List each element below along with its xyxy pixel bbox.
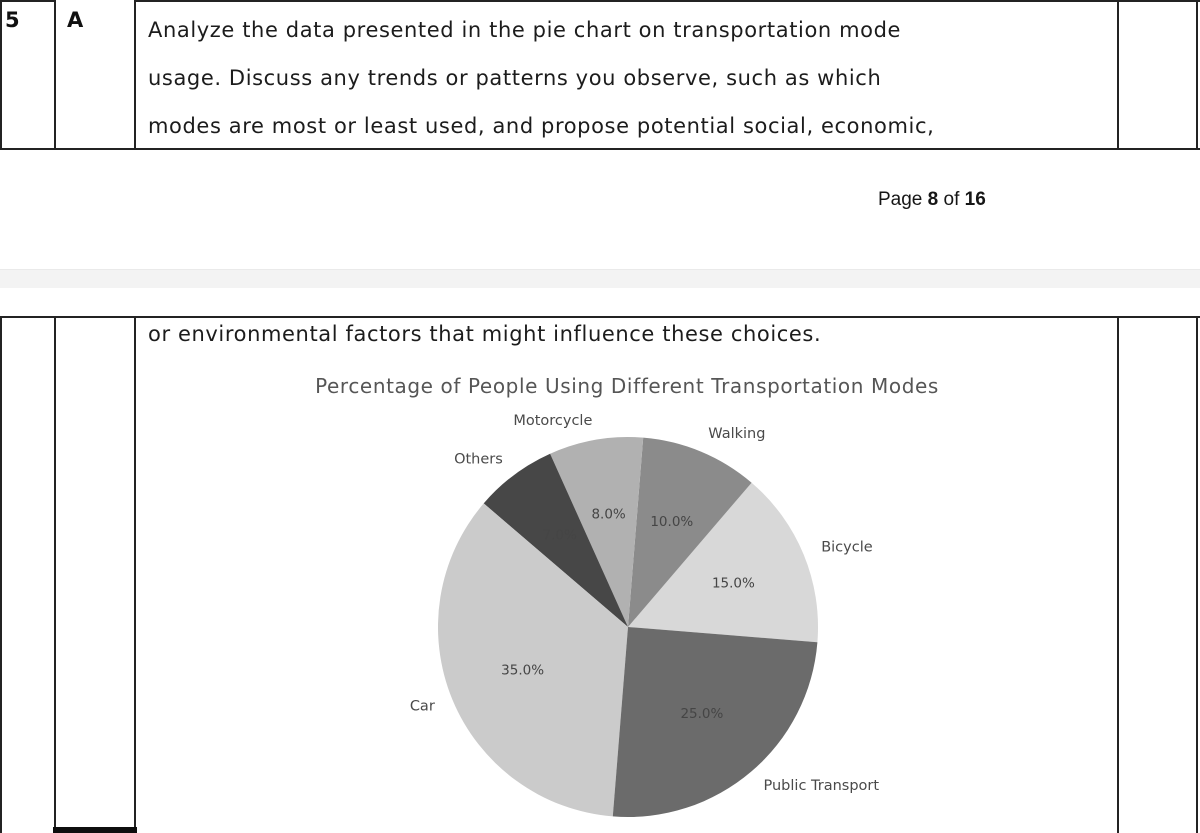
- question-part-label: A: [67, 8, 84, 32]
- page-number: 8: [927, 189, 939, 210]
- pie-category-label-car: Car: [410, 699, 435, 715]
- table-border: [134, 316, 136, 833]
- question-number: 5: [5, 8, 20, 32]
- pie-pct-label-bicycle: 15.0%: [712, 576, 755, 592]
- pie-category-label-bicycle: Bicycle: [821, 539, 873, 555]
- table-border: [0, 316, 1200, 318]
- page-footer-middle: of: [938, 189, 965, 210]
- question-text-line: usage. Discuss any trends or patterns yo…: [148, 66, 882, 90]
- pie-category-label-others: Others: [454, 452, 503, 468]
- page-footer: Page 8 of 16: [878, 189, 986, 211]
- table-border: [1196, 0, 1198, 150]
- question-text: Analyze the data presented in the pie ch…: [148, 6, 1113, 150]
- question-text-line: Analyze the data presented in the pie ch…: [148, 18, 902, 42]
- pie-category-label-motorcycle: Motorcycle: [513, 413, 592, 429]
- pie-pct-label-car: 35.0%: [501, 662, 544, 678]
- total-pages: 16: [964, 189, 986, 210]
- continuation-text: or environmental factors that might infl…: [148, 322, 822, 346]
- table-border: [134, 0, 1200, 2]
- table-border: [54, 0, 56, 150]
- pie-slice-walking: [628, 437, 752, 627]
- pie-slice-others: [483, 453, 628, 627]
- pie-slice-car: [437, 503, 628, 817]
- table-border: [0, 0, 54, 2]
- table-border: [1117, 0, 1119, 150]
- table-border: [134, 0, 136, 150]
- table-border: [0, 148, 1200, 150]
- table-border: [54, 316, 56, 833]
- chart-title: Percentage of People Using Different Tra…: [315, 374, 939, 398]
- pie-slice-bicycle: [628, 482, 819, 643]
- pie-category-label-walking: Walking: [708, 426, 765, 442]
- table-cell-border-fragment: [53, 827, 137, 833]
- pie-pct-label-others: 7.0%: [543, 528, 577, 544]
- pie-slice-public-transport: [612, 627, 818, 818]
- page-footer-prefix: Page: [878, 189, 928, 210]
- pie-category-label-public-transport: Public Transport: [764, 778, 880, 794]
- pie-pct-label-motorcycle: 8.0%: [591, 507, 625, 523]
- page-break-band: [0, 269, 1200, 288]
- pie-pct-label-public-transport: 25.0%: [680, 706, 723, 722]
- table-border: [1196, 316, 1198, 833]
- pie-slice-motorcycle: [550, 436, 644, 627]
- pie-pct-label-walking: 10.0%: [650, 514, 693, 530]
- question-text-line: modes are most or least used, and propos…: [148, 114, 935, 138]
- table-border: [1117, 316, 1119, 833]
- table-border: [0, 316, 2, 833]
- table-border: [0, 0, 2, 150]
